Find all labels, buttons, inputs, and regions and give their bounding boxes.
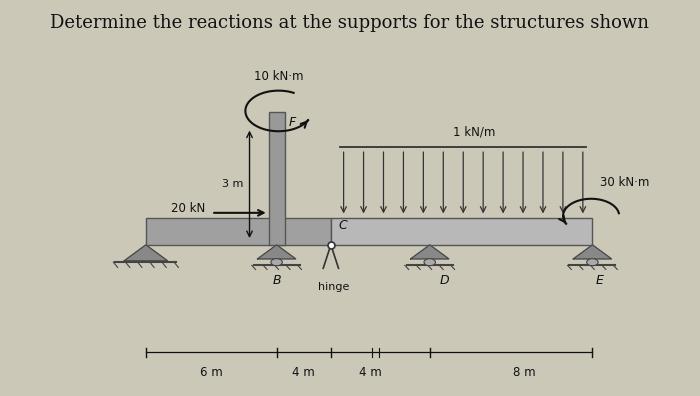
Text: hinge: hinge xyxy=(318,282,350,292)
Text: 8 m: 8 m xyxy=(512,366,536,379)
Bar xyxy=(269,112,285,245)
Circle shape xyxy=(424,259,435,266)
Text: C: C xyxy=(339,219,347,232)
Bar xyxy=(146,217,331,245)
Text: E: E xyxy=(596,274,603,287)
Polygon shape xyxy=(411,245,449,259)
Polygon shape xyxy=(124,245,167,261)
Text: 1 kN/m: 1 kN/m xyxy=(453,126,496,139)
Text: D: D xyxy=(440,274,449,287)
Bar xyxy=(331,217,592,245)
Polygon shape xyxy=(258,245,296,259)
Text: 20 kN: 20 kN xyxy=(171,202,205,215)
Text: Determine the reactions at the supports for the structures shown: Determine the reactions at the supports … xyxy=(50,15,650,32)
Circle shape xyxy=(271,259,282,266)
Circle shape xyxy=(587,259,598,266)
Text: 6 m: 6 m xyxy=(200,366,223,379)
Text: 30 kN·m: 30 kN·m xyxy=(600,176,650,189)
Text: 3 m: 3 m xyxy=(222,179,243,189)
Text: 4 m: 4 m xyxy=(359,366,382,379)
Polygon shape xyxy=(573,245,612,259)
Text: B: B xyxy=(272,274,281,287)
Text: 10 kN·m: 10 kN·m xyxy=(254,70,303,83)
Text: F: F xyxy=(289,116,296,129)
Text: 4 m: 4 m xyxy=(293,366,315,379)
